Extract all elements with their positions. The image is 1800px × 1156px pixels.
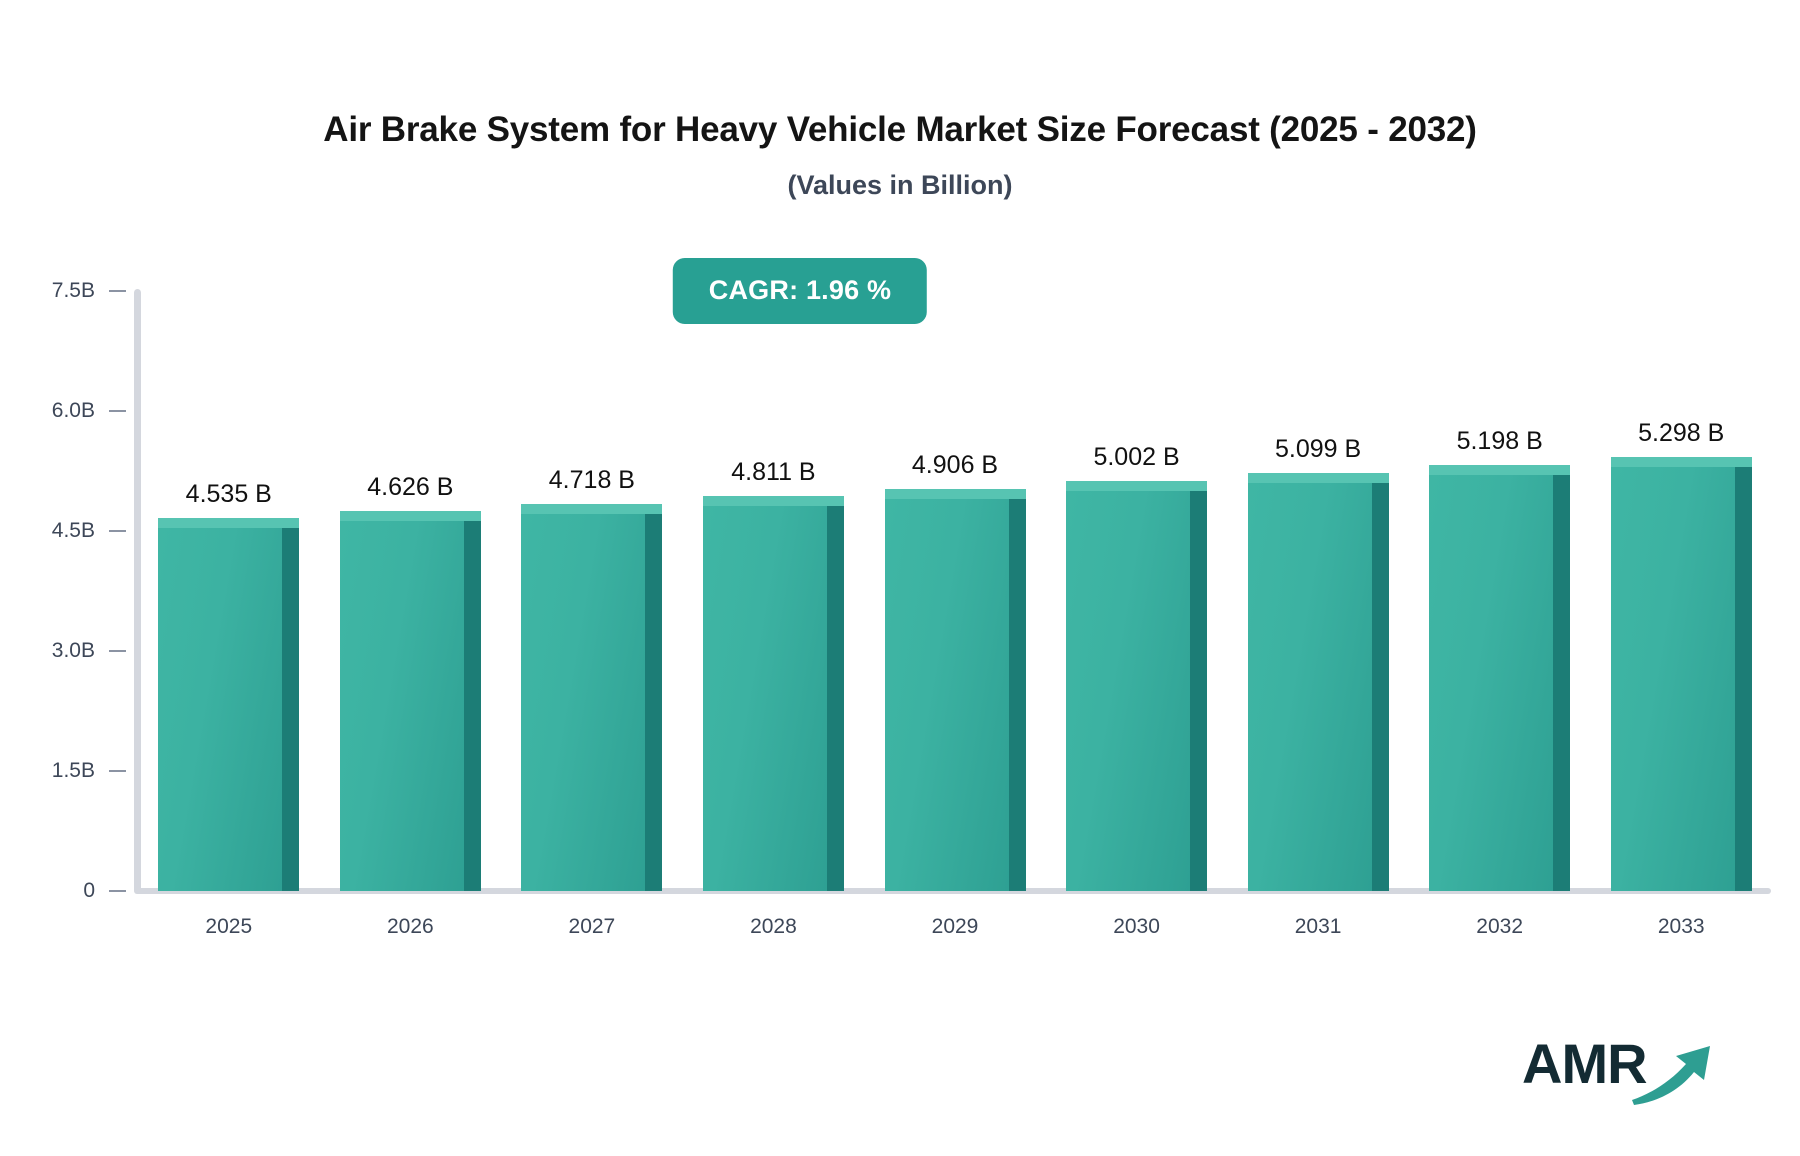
bar-side-face (1553, 475, 1571, 891)
x-axis-label: 2028 (750, 915, 797, 938)
bar-front-face (521, 513, 646, 891)
bar-value-label: 5.198 B (1456, 427, 1543, 456)
y-axis-tick-label: 4.5B (51, 519, 95, 542)
y-axis-tick-label: 3.0B (51, 639, 95, 662)
bar-side-face (463, 520, 481, 891)
bar-2027[interactable] (521, 503, 663, 891)
x-axis-label: 2027 (568, 915, 616, 938)
x-axis-label: 2033 (1657, 915, 1705, 938)
logo-text: AMR (1522, 1032, 1648, 1095)
y-axis-tick-mark (109, 890, 126, 892)
y-axis-tick-label: 7.5B (51, 279, 95, 302)
page-title: Air Brake System for Heavy Vehicle Marke… (323, 110, 1477, 149)
bar-side-face (1190, 490, 1208, 891)
cagr-badge: CAGR: 1.96 % (672, 258, 928, 324)
bar-side-face (826, 506, 844, 891)
bar-front-face (158, 528, 283, 891)
chart-subtitle: (Values in Billion) (787, 170, 1013, 200)
y-axis-tick-label: 6.0B (51, 399, 95, 422)
bar-side-face (1008, 498, 1026, 891)
bar-2028[interactable] (702, 496, 844, 891)
bar-side-face (1371, 483, 1389, 891)
y-axis-tick-label: 1.5B (51, 759, 95, 782)
bar-front-face (1247, 483, 1372, 891)
bar-front-face (1610, 467, 1735, 891)
bar-2031[interactable] (1247, 473, 1389, 891)
x-axis-label: 2032 (1476, 915, 1524, 938)
bar-top-face (884, 488, 1026, 499)
growth-arrow-icon (1632, 1046, 1710, 1105)
y-axis-tick-mark (109, 770, 126, 772)
bar-value-label: 5.298 B (1638, 419, 1725, 448)
bar-front-face (1429, 475, 1554, 891)
bar-top-face (702, 496, 844, 507)
x-axis-label: 2031 (1294, 915, 1342, 938)
bar-front-face (1066, 490, 1191, 891)
bar-2030[interactable] (1066, 480, 1208, 891)
bar-value-label: 5.099 B (1275, 435, 1362, 464)
x-axis-label: 2025 (205, 915, 253, 938)
x-axis-label: 2026 (386, 915, 434, 938)
bar-top-face (521, 503, 663, 514)
bar-top-face (1610, 457, 1752, 468)
bar-top-face (1247, 473, 1389, 484)
x-axis-line (134, 888, 1771, 894)
bar-top-face (339, 510, 481, 521)
plot-area: 0 1.5B 3.0B 4.5B 6.0B 7.5B 4.535 B 4.626 B 4.71… (51, 279, 1771, 938)
x-axis-label: 2030 (1113, 915, 1160, 938)
bar-2025[interactable] (158, 518, 300, 891)
bar-top-face (1066, 480, 1208, 491)
bar-value-label: 4.718 B (548, 465, 635, 494)
bar-2029[interactable] (884, 488, 1026, 891)
bar-value-label: 4.811 B (731, 458, 816, 487)
x-axis-label: 2029 (931, 915, 979, 938)
amr-logo: AMR (1522, 1028, 1712, 1112)
bars-layer: 4.535 B 4.626 B 4.718 B 4.811 B 4.906 B 5.002… (158, 419, 1752, 891)
bar-top-face (1429, 465, 1571, 476)
y-axis-tick-label: 0 (83, 879, 95, 902)
y-axis-tick-mark (109, 290, 126, 292)
y-axis-tick-mark (109, 410, 126, 412)
bar-side-face (1734, 467, 1752, 891)
y-axis-tick-mark (109, 650, 126, 652)
y-axis-tick-mark (109, 530, 126, 532)
bar-side-face (282, 528, 300, 891)
bar-front-face (884, 498, 1009, 891)
bar-value-label: 4.906 B (911, 450, 999, 479)
bar-front-face (702, 506, 827, 891)
bar-value-label: 5.002 B (1093, 442, 1180, 471)
bar-value-label: 4.626 B (367, 472, 454, 501)
bar-side-face (645, 513, 663, 891)
bar-2026[interactable] (339, 510, 481, 891)
bar-value-label: 4.535 B (185, 480, 272, 509)
bar-top-face (158, 518, 300, 529)
y-axis-line (134, 289, 141, 893)
bar-2033[interactable] (1610, 457, 1752, 891)
bar-front-face (339, 520, 464, 891)
bar-2032[interactable] (1429, 465, 1571, 891)
